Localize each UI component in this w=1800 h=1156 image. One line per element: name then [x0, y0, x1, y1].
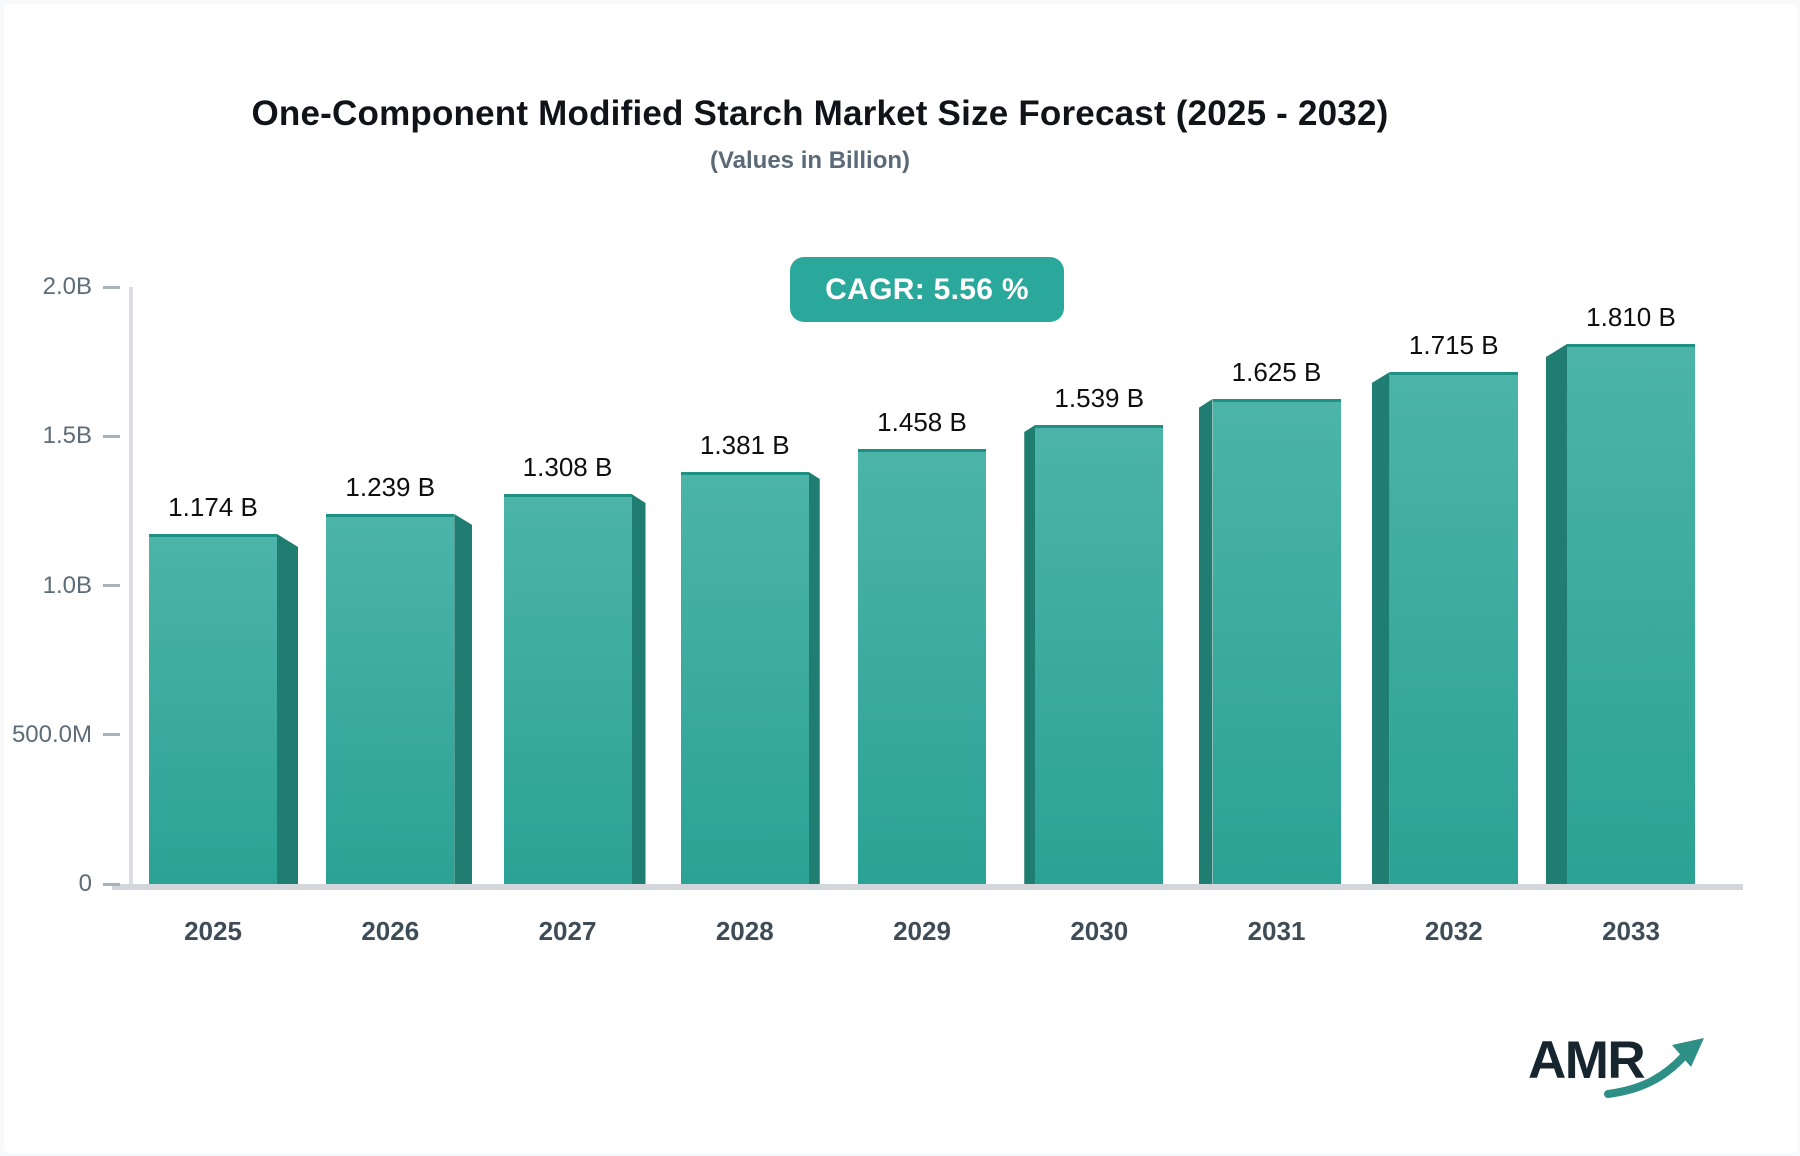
bar [1035, 425, 1164, 884]
x-axis-baseline [112, 884, 1743, 890]
cagr-badge-label: CAGR: 5.56 % [825, 272, 1029, 306]
x-tick-label: 2028 [715, 916, 774, 946]
bar [1567, 344, 1695, 884]
x-tick-label: 2032 [1424, 916, 1483, 946]
y-tick-mark [103, 733, 120, 737]
y-tick-label: 2.0B [42, 273, 92, 300]
x-tick-label: 2029 [893, 916, 951, 946]
bar-side-face [1198, 399, 1213, 884]
growth-arrow-icon [1604, 1038, 1704, 1098]
y-tick-mark [103, 584, 120, 587]
y-tick-label: 1.0B [42, 571, 92, 599]
y-tick-label: 500.0M [11, 720, 92, 748]
y-tick-label: 1.5B [42, 422, 92, 450]
chart-subtitle: (Values in Billion) [709, 147, 911, 174]
y-axis-line [129, 287, 133, 884]
bar-value-label: 1.239 B [345, 472, 436, 502]
bar [326, 514, 455, 884]
bar-value-label: 1.539 B [1054, 383, 1145, 413]
y-tick-mark [103, 285, 120, 289]
bar-side-face [1371, 372, 1390, 884]
bar-side-face [808, 472, 820, 884]
y-tick-mark [103, 882, 120, 886]
bar [680, 472, 809, 884]
bar-side-face [1024, 425, 1036, 884]
bar [503, 494, 632, 884]
x-tick-label: 2030 [1070, 916, 1129, 946]
bar-side-face [631, 494, 646, 884]
x-tick-label: 2027 [538, 916, 597, 946]
bar-value-label: 1.308 B [522, 452, 613, 482]
bar [1212, 399, 1341, 884]
bar [1389, 372, 1518, 884]
y-tick-mark [103, 434, 120, 438]
bar-side-face [277, 534, 298, 884]
bar-side-face [454, 514, 473, 884]
bar-value-label: 1.715 B [1408, 330, 1499, 360]
bar [858, 449, 986, 884]
x-tick-label: 2026 [361, 916, 420, 946]
bar-value-label: 1.458 B [877, 407, 967, 437]
y-tick-label: 0 [78, 870, 92, 897]
x-tick-label: 2031 [1247, 916, 1306, 946]
bar-side-face [1546, 344, 1567, 884]
chart-title: One-Component Modified Starch Market Siz… [251, 94, 1389, 133]
bar [149, 534, 277, 884]
x-tick-label: 2033 [1602, 916, 1660, 946]
cagr-badge: CAGR: 5.56 % [790, 257, 1064, 322]
bar-value-label: 1.174 B [168, 492, 258, 522]
bar-value-label: 1.810 B [1586, 302, 1676, 332]
bar-value-label: 1.625 B [1231, 357, 1322, 387]
bar-value-label: 1.381 B [699, 430, 790, 460]
x-tick-label: 2025 [184, 916, 242, 946]
amr-logo-text: AMR [1528, 1031, 1646, 1090]
